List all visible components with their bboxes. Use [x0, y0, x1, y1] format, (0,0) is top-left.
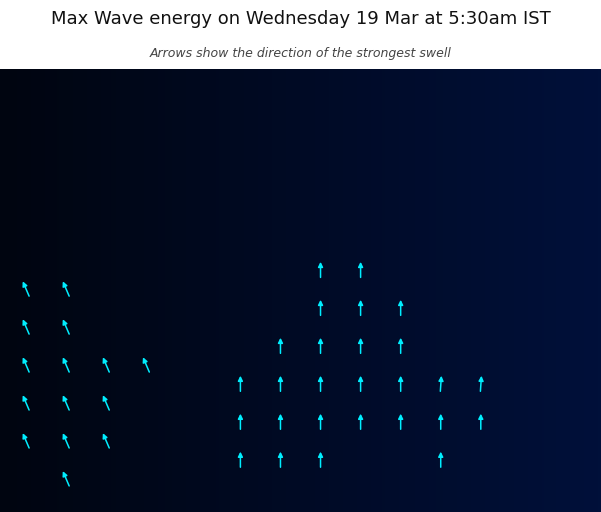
Text: Arrows show the direction of the strongest swell: Arrows show the direction of the stronge…: [150, 48, 451, 60]
Text: Max Wave energy on Wednesday 19 Mar at 5:30am IST: Max Wave energy on Wednesday 19 Mar at 5…: [50, 10, 551, 28]
